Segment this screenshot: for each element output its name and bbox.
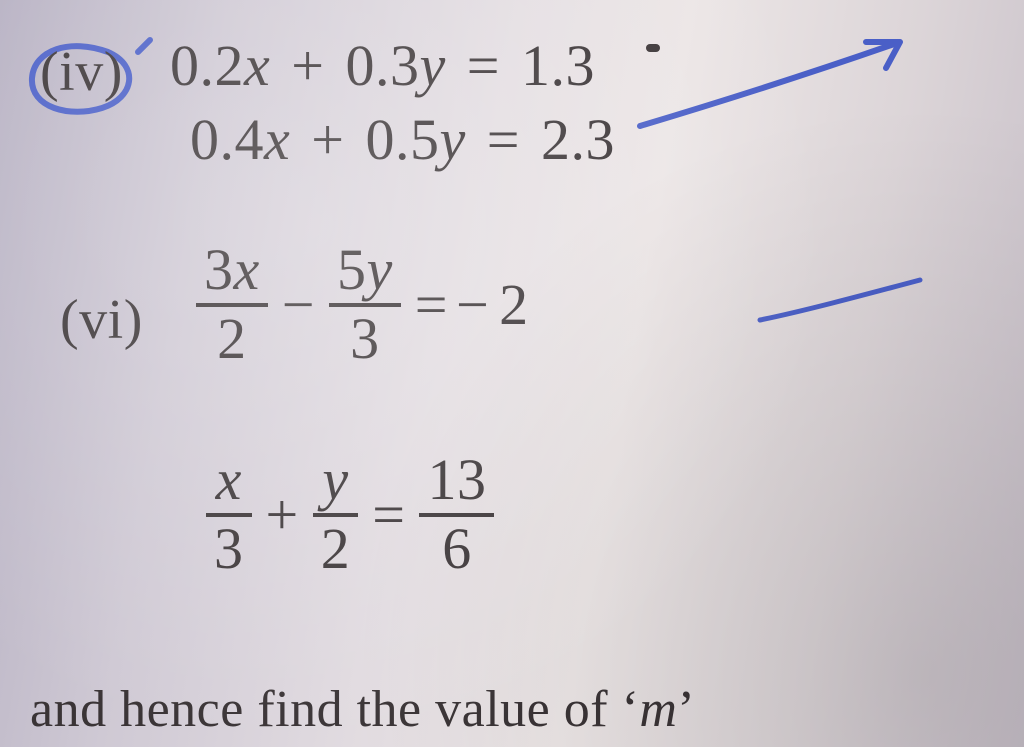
- den: 3: [329, 309, 401, 370]
- den: 3: [206, 519, 252, 580]
- num-var: y: [366, 237, 392, 302]
- problem-vi-eq2: x 3 + y 2 = 13 6: [200, 450, 500, 580]
- eq-sign: =: [366, 481, 411, 548]
- problem-vi-label: (vi): [60, 288, 143, 352]
- num-var: x: [234, 237, 260, 302]
- num-coef: 3: [204, 237, 234, 302]
- rhs-val: 2: [499, 271, 529, 338]
- arrow-mark: [640, 42, 900, 126]
- problem-iv-eq2: 0.4x + 0.5y = 2.3: [190, 106, 615, 173]
- op-plus: +: [260, 481, 305, 548]
- den: 2: [196, 309, 268, 370]
- num-var: x: [216, 447, 242, 512]
- footer-line: and hence find the value of ‘m’: [30, 680, 695, 739]
- fraction-13-6: 13 6: [419, 450, 494, 580]
- problem-iv-label: (iv): [40, 40, 123, 104]
- var-y: y: [439, 107, 465, 172]
- worksheet-page: (iv) 0.2x + 0.3y = 1.3 0.4x + 0.5y = 2.3…: [0, 0, 1024, 747]
- eq-sign: =: [481, 107, 526, 172]
- var-x: x: [264, 107, 290, 172]
- vi-tick-mark: [760, 280, 920, 320]
- footer-tail: ’: [677, 681, 695, 738]
- rhs-sign: −: [456, 271, 489, 338]
- op-plus: +: [305, 107, 350, 172]
- fraction-y-2: y 2: [313, 450, 359, 580]
- fraction-x-3: x 3: [206, 450, 252, 580]
- fraction-3x-2: 3x 2: [196, 240, 268, 370]
- coef: 0.5: [365, 107, 439, 172]
- fraction-5y-3: 5y 3: [329, 240, 401, 370]
- problem-iv-eq1: 0.2x + 0.3y = 1.3: [170, 32, 595, 99]
- num-var: y: [322, 447, 348, 512]
- op-plus: +: [285, 33, 330, 98]
- var-x: x: [244, 33, 270, 98]
- footer-var-m: m: [639, 681, 677, 738]
- num: 13: [419, 450, 494, 511]
- eq-sign: =: [409, 271, 454, 338]
- den: 2: [313, 519, 359, 580]
- coef: 0.4: [190, 107, 264, 172]
- problem-vi-eq1: 3x 2 − 5y 3 = − 2: [190, 240, 529, 370]
- var-y: y: [419, 33, 445, 98]
- op-minus: −: [276, 271, 321, 338]
- coef: 0.3: [345, 33, 419, 98]
- den: 6: [419, 519, 494, 580]
- footer-text: and hence find the value of ‘: [30, 681, 639, 738]
- rhs: 2.3: [541, 107, 615, 172]
- eq-sign: =: [461, 33, 506, 98]
- coef: 0.2: [170, 33, 244, 98]
- num-coef: 5: [337, 237, 367, 302]
- rhs: 1.3: [521, 33, 595, 98]
